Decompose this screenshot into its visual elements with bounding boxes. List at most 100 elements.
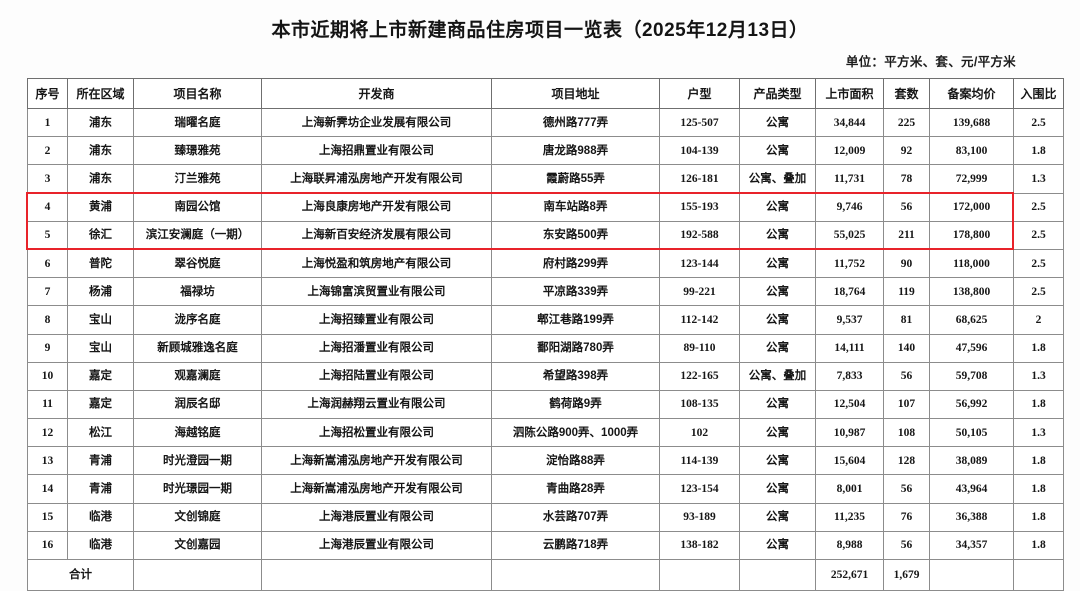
cell-area: 9,537: [815, 305, 884, 335]
cell-area: 8,001: [815, 474, 884, 504]
cell-developer: 上海招松置业有限公司: [261, 418, 492, 448]
cell-price: 138,800: [929, 277, 1014, 307]
cell-total-units: 1,679: [883, 559, 930, 591]
cell-developer: 上海招臻置业有限公司: [261, 305, 492, 335]
cell-project-name: 福禄坊: [133, 277, 262, 307]
cell-unit-type: 89-110: [659, 333, 740, 363]
cell-units: 56: [883, 474, 930, 504]
housing-projects-table: 序号 所在区域 项目名称 开发商 项目地址 户型 产品类型 上市面积 套数 备案…: [27, 78, 1064, 591]
cell-price: 172,000: [929, 192, 1014, 222]
cell-project-name: 文创锦庭: [133, 502, 262, 532]
cell-developer: 上海新嵩浦泓房地产开发有限公司: [261, 446, 492, 476]
cell-unit-type: 108-135: [659, 389, 740, 420]
cell-area: 55,025: [815, 220, 884, 250]
cell-address: 霞蔚路55弄: [491, 164, 660, 194]
cell-seq: 4: [27, 192, 68, 222]
cell-ratio: 1.8: [1013, 446, 1064, 476]
cell-unit-type: 102: [659, 418, 740, 448]
cell-developer: 上海悦盈和筑房地产有限公司: [261, 248, 492, 279]
cell-ratio: 2: [1013, 305, 1064, 335]
cell-price: 83,100: [929, 136, 1014, 166]
cell-ratio: 1.8: [1013, 333, 1064, 363]
cell-product-type: 公寓: [739, 418, 816, 448]
table-header: 序号 所在区域 项目名称 开发商 项目地址 户型 产品类型 上市面积 套数 备案…: [27, 78, 1064, 109]
cell-district: 浦东: [67, 136, 134, 166]
column-header-project: 项目名称: [133, 78, 262, 109]
cell-unit-type: 104-139: [659, 136, 740, 166]
cell-district: 嘉定: [67, 361, 134, 391]
cell-seq: 8: [27, 305, 68, 335]
cell-area: 8,988: [815, 530, 884, 561]
cell-units: 92: [883, 136, 930, 166]
cell-area: 12,009: [815, 136, 884, 166]
cell-ratio: 2.5: [1013, 248, 1064, 279]
cell-product-type: 公寓、叠加: [739, 164, 816, 194]
cell-ratio: 1.8: [1013, 389, 1064, 420]
table-row: 10 嘉定 观嘉澜庭 上海招陆置业有限公司 希望路398弄 122-165 公寓、叠加 7,8…: [27, 361, 1064, 391]
cell-product-type: 公寓、叠加: [739, 361, 816, 391]
cell-district: 徐汇: [67, 220, 134, 250]
table-container: 序号 所在区域 项目名称 开发商 项目地址 户型 产品类型 上市面积 套数 备案…: [26, 78, 1064, 591]
cell-seq: 10: [27, 361, 68, 391]
cell-area: 10,987: [815, 418, 884, 448]
table-row: 6 普陀 翠谷悦庭 上海悦盈和筑房地产有限公司 府村路299弄 123-144 公寓 11,7…: [27, 248, 1064, 279]
cell-address: 郫江巷路199弄: [491, 305, 660, 335]
table-row: 15 临港 文创锦庭 上海港辰置业有限公司 水芸路707弄 93-189 公寓 11,235 7…: [27, 502, 1064, 532]
table-row: 9 宝山 新顾城雅逸名庭 上海招潘置业有限公司 鄱阳湖路780弄 89-110 公寓 14,1…: [27, 333, 1064, 363]
cell-product-type: 公寓: [739, 389, 816, 420]
cell-district: 嘉定: [67, 389, 134, 420]
cell-developer: 上海招潘置业有限公司: [261, 333, 492, 363]
table-row: 13 青浦 时光澄园一期 上海新嵩浦泓房地产开发有限公司 淀怡路88弄 114-139 公寓…: [27, 446, 1064, 476]
cell-area: 7,833: [815, 361, 884, 391]
cell-project-name: 南园公馆: [133, 192, 262, 222]
cell-total-label: 合计: [27, 559, 134, 591]
cell-total-area: 252,671: [815, 559, 884, 591]
cell-area: 11,752: [815, 248, 884, 279]
cell-product-type: 公寓: [739, 248, 816, 279]
cell-project-name: 时光璟园一期: [133, 474, 262, 504]
cell-project-name: 汀兰雅苑: [133, 164, 262, 194]
cell-price: 38,089: [929, 446, 1014, 476]
column-header-area: 上市面积: [815, 78, 884, 109]
cell-price: 178,800: [929, 220, 1014, 250]
table-row: 1 浦东 瑞曜名庭 上海新霁坊企业发展有限公司 德州路777弄 125-507 公寓 34,8…: [27, 107, 1064, 138]
column-header-price: 备案均价: [929, 78, 1014, 109]
cell-unit-type: 125-507: [659, 107, 740, 138]
cell-area: 18,764: [815, 277, 884, 307]
cell-price: 50,105: [929, 418, 1014, 448]
column-header-product: 产品类型: [739, 78, 816, 109]
cell-units: 56: [883, 361, 930, 391]
cell-project-name: 瑞曜名庭: [133, 107, 262, 138]
cell-district: 宝山: [67, 305, 134, 335]
cell-units: 81: [883, 305, 930, 335]
cell-address: 水芸路707弄: [491, 502, 660, 532]
table-row: 8 宝山 泷序名庭 上海招臻置业有限公司 郫江巷路199弄 112-142 公寓 9,537 8…: [27, 305, 1064, 335]
table-row: 5 徐汇 滨江安澜庭（一期） 上海新百安经济发展有限公司 东安路500弄 192-588 公…: [27, 220, 1064, 250]
cell-product-type: 公寓: [739, 530, 816, 561]
cell-area: 34,844: [815, 107, 884, 138]
cell-district: 青浦: [67, 474, 134, 504]
cell-unit-type: 114-139: [659, 446, 740, 476]
cell-project-name: 观嘉澜庭: [133, 361, 262, 391]
page-title: 本市近期将上市新建商品住房项目一览表（2025年12月13日）: [271, 20, 809, 41]
cell-product-type: 公寓: [739, 192, 816, 222]
cell-district: 普陀: [67, 248, 134, 279]
cell-address: 泗陈公路900弄、1000弄: [491, 418, 660, 448]
cell-project-name: 臻璟雅苑: [133, 136, 262, 166]
cell-total-unit-type: [659, 559, 740, 591]
cell-ratio: 1.3: [1013, 361, 1064, 391]
cell-developer: 上海新百安经济发展有限公司: [261, 220, 492, 250]
cell-product-type: 公寓: [739, 446, 816, 476]
table-row: 4 黄浦 南园公馆 上海良康房地产开发有限公司 南车站路8弄 155-193 公寓 9,746…: [27, 192, 1064, 222]
cell-unit-type: 112-142: [659, 305, 740, 335]
cell-seq: 3: [27, 164, 68, 194]
cell-units: 76: [883, 502, 930, 532]
cell-ratio: 1.3: [1013, 418, 1064, 448]
cell-district: 浦东: [67, 164, 134, 194]
cell-units: 128: [883, 446, 930, 476]
unit-note: 单位：平方米、套、元/平方米: [845, 55, 1016, 69]
cell-developer: 上海新嵩浦泓房地产开发有限公司: [261, 474, 492, 504]
cell-unit-type: 93-189: [659, 502, 740, 532]
cell-district: 宝山: [67, 333, 134, 363]
